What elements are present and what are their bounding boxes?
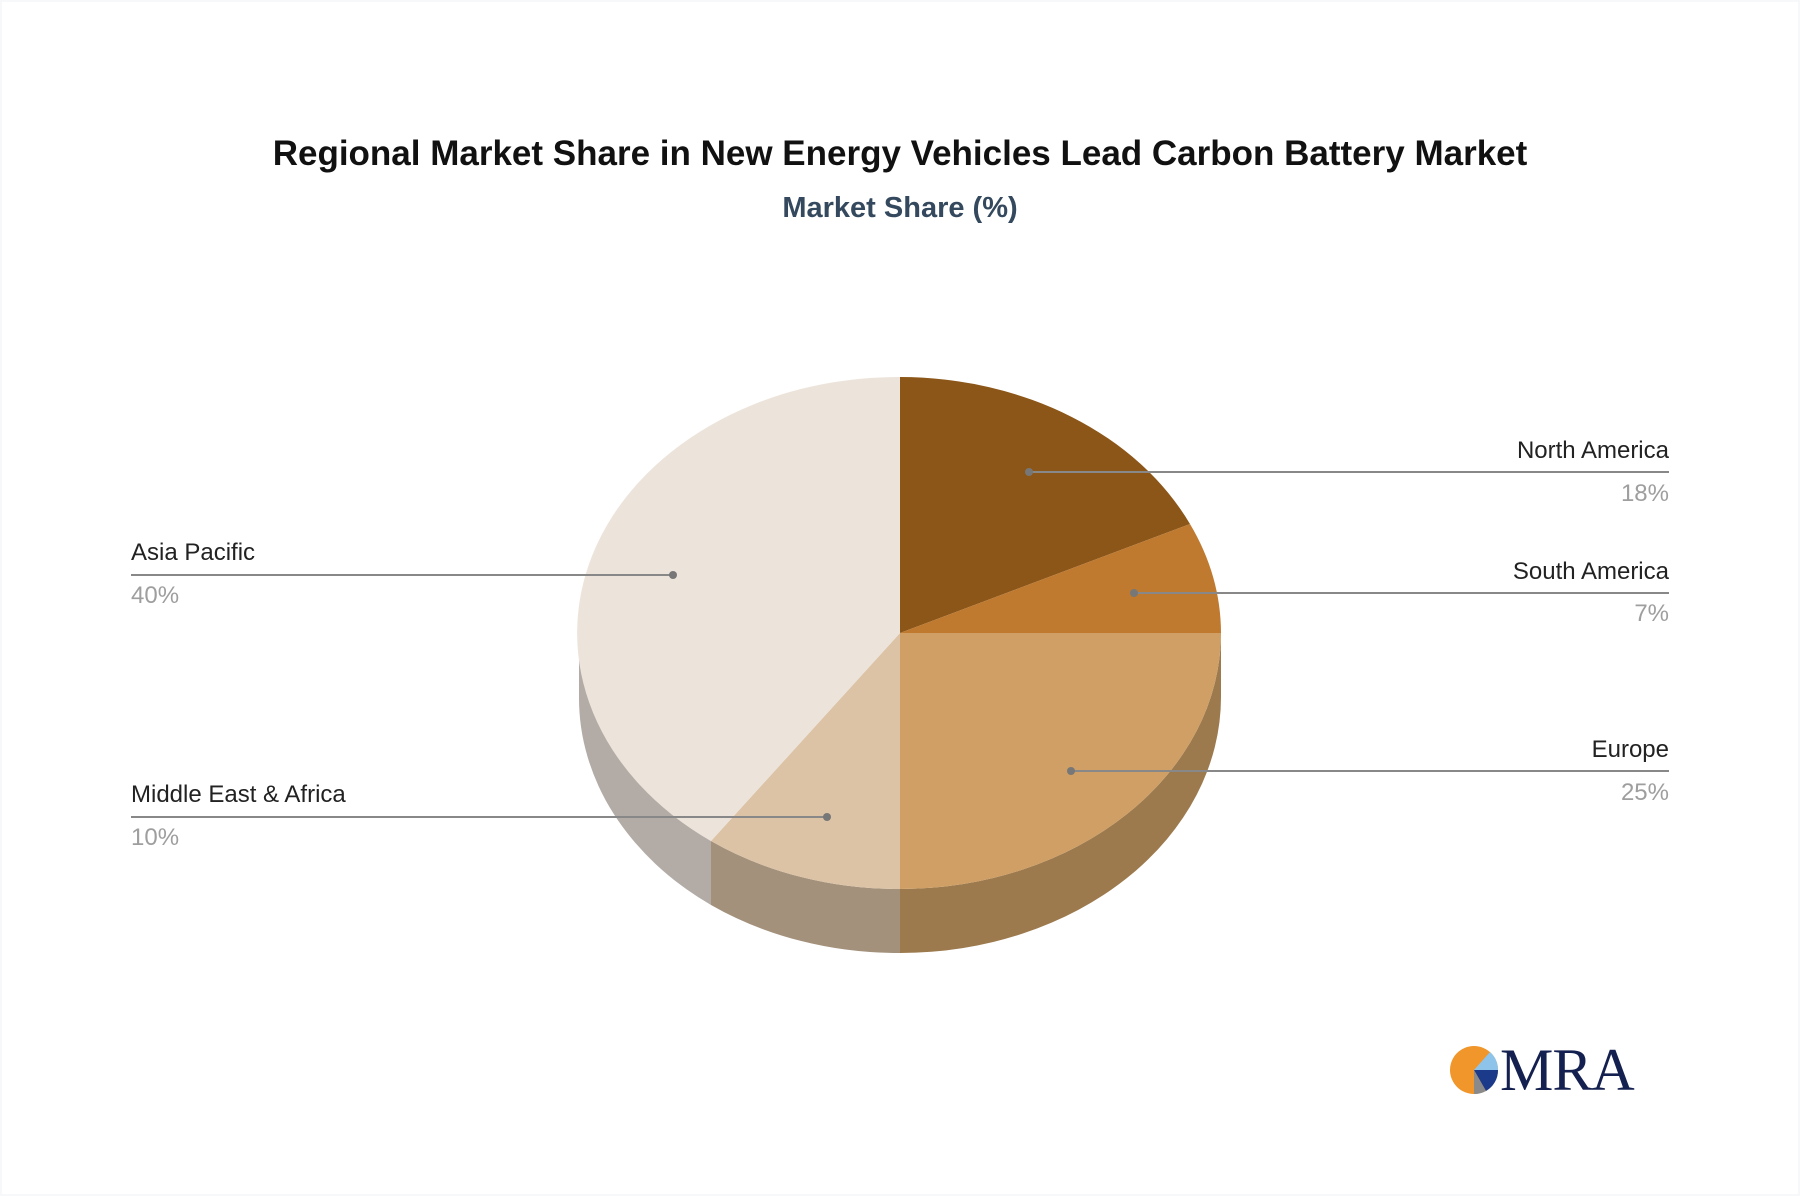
slice-middle-east-africa <box>711 633 900 890</box>
mra-logo: MRA <box>1448 1037 1648 1103</box>
pie-top <box>577 376 1221 890</box>
slice-asia-pacific <box>577 376 900 841</box>
logo-pie-icon <box>1450 1046 1499 1095</box>
slice-north-america <box>900 377 1190 633</box>
value-north-america: 18% <box>1620 480 1669 507</box>
logo-text: MRA <box>1500 1037 1635 1103</box>
value-europe: 25% <box>1620 779 1669 806</box>
chart-title: Regional Market Share in New Energy Vehi… <box>272 134 1528 173</box>
label-south-america: South America <box>1512 558 1669 585</box>
label-north-america: North America <box>1516 437 1669 464</box>
value-middle-east-africa: 10% <box>131 824 180 851</box>
value-asia-pacific: 40% <box>131 582 180 609</box>
leader-lines <box>131 468 1669 821</box>
slice-south-america <box>900 524 1221 633</box>
chart-subtitle: Market Share (%) <box>782 192 1018 224</box>
pie-depth <box>578 633 1221 954</box>
label-asia-pacific: Asia Pacific <box>131 539 256 566</box>
slice-europe <box>900 633 1221 889</box>
label-europe: Europe <box>1591 736 1669 763</box>
label-middle-east-africa: Middle East & Africa <box>131 781 346 808</box>
value-south-america: 7% <box>1634 600 1669 627</box>
